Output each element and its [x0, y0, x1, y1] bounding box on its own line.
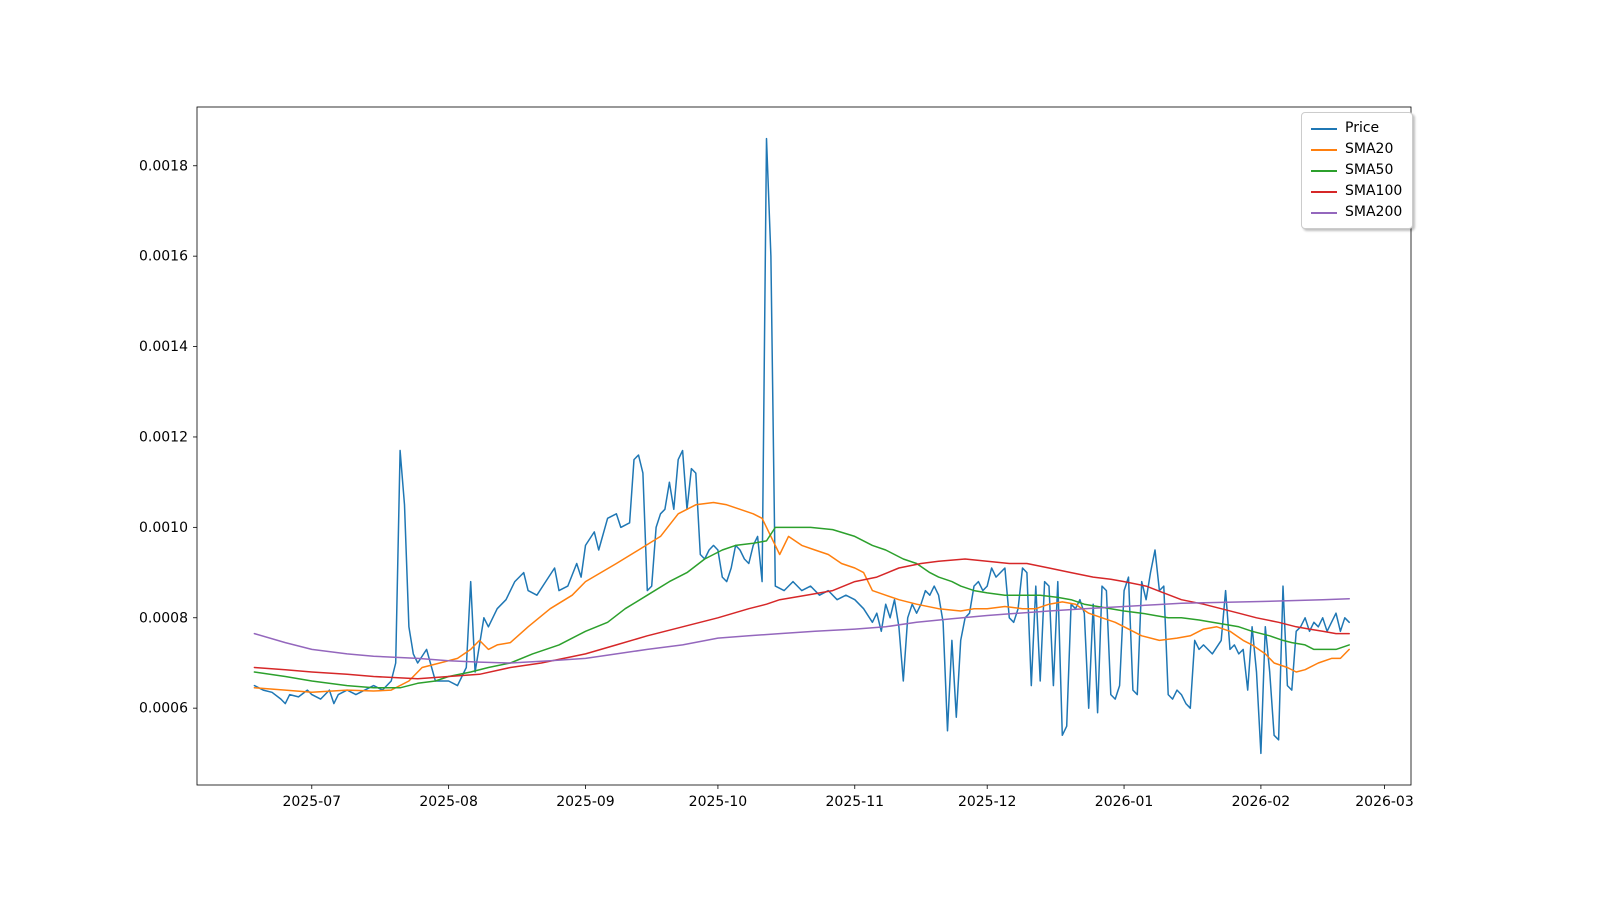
- series-line-sma200: [253, 598, 1350, 664]
- x-tick-label: 2026-02: [1232, 794, 1291, 810]
- y-tick-label: 0.0014: [139, 339, 188, 355]
- legend-swatch-sma20: [1311, 148, 1337, 151]
- legend-swatch-price: [1311, 127, 1337, 130]
- x-tick-label: 2025-07: [283, 794, 342, 810]
- legend-label-sma20: SMA20: [1345, 141, 1394, 157]
- legend-item-price: Price: [1311, 120, 1402, 137]
- legend: Price SMA20 SMA50 SMA100 SMA200: [1301, 112, 1414, 229]
- legend-swatch-sma50: [1311, 169, 1337, 172]
- legend-label-price: Price: [1345, 120, 1380, 136]
- legend-label-sma100: SMA100: [1345, 183, 1403, 199]
- y-tick-label: 0.0008: [139, 610, 188, 626]
- legend-label-sma200: SMA200: [1345, 204, 1403, 220]
- y-tick-label: 0.0006: [139, 701, 188, 717]
- x-tick-label: 2025-12: [958, 794, 1017, 810]
- y-tick-label: 0.0012: [139, 429, 188, 445]
- series-line-price: [253, 137, 1350, 755]
- series-line-sma20: [253, 501, 1350, 694]
- x-tick-label: 2025-09: [556, 794, 615, 810]
- x-tick-label: 2026-03: [1355, 794, 1414, 810]
- x-tick-label: 2025-11: [826, 794, 885, 810]
- x-tick-label: 2025-10: [689, 794, 748, 810]
- legend-label-sma50: SMA50: [1345, 162, 1394, 178]
- legend-swatch-sma100: [1311, 190, 1337, 193]
- legend-item-sma100: SMA100: [1311, 183, 1402, 200]
- y-tick-label: 0.0010: [139, 520, 188, 536]
- legend-item-sma50: SMA50: [1311, 162, 1402, 179]
- legend-item-sma200: SMA200: [1311, 204, 1402, 221]
- x-tick-label: 2026-01: [1095, 794, 1154, 810]
- y-tick-label: 0.0016: [139, 249, 188, 265]
- y-tick-label: 0.0018: [139, 158, 188, 174]
- legend-swatch-sma200: [1311, 211, 1337, 214]
- series-line-sma50: [253, 526, 1350, 689]
- axes-frame: [196, 106, 1412, 786]
- series-line-sma100: [253, 558, 1350, 680]
- x-tick-label: 2025-08: [419, 794, 478, 810]
- legend-item-sma20: SMA20: [1311, 141, 1402, 158]
